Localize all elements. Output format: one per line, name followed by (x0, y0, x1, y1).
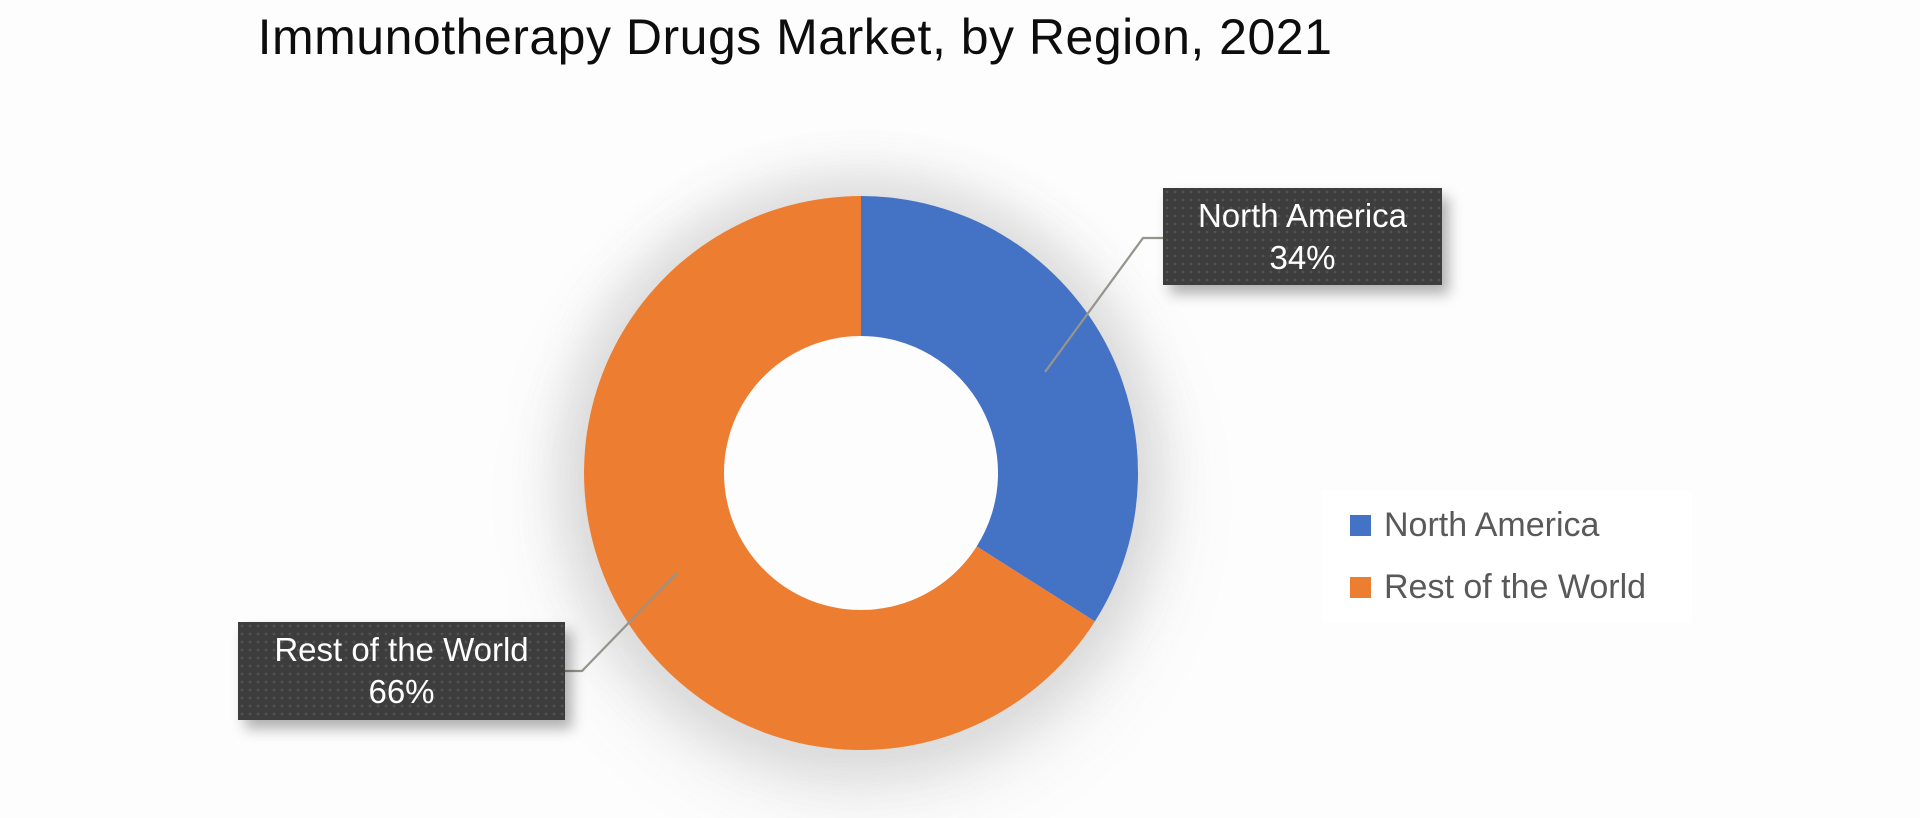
leader-line-rest-of-world (563, 572, 678, 673)
callout-north-america: North America 34% (1163, 188, 1442, 285)
callout-rest-of-world-value: 66% (368, 673, 435, 710)
callout-north-america-label: North America (1197, 196, 1408, 234)
callout-rest-of-world-label: Rest of the World (274, 631, 529, 668)
legend-label-north-america: North America (1384, 506, 1600, 544)
donut-slice-north-america (861, 196, 1139, 622)
callout-rest-of-world: Rest of the World 66% (238, 622, 565, 720)
donut-slice-rest-of-the-world (584, 196, 1095, 751)
legend-item-rest-of-world: Rest of the World (1350, 568, 1692, 607)
chart-title: Immunotherapy Drugs Market, by Region, 2… (257, 9, 1333, 65)
legend-swatch-north-america (1350, 515, 1371, 536)
donut-slices (584, 196, 1139, 751)
leader-line-north-america (1044, 236, 1163, 373)
legend-label-rest-of-world: Rest of the World (1384, 568, 1647, 606)
legend-item-north-america: North America (1350, 506, 1692, 545)
callout-north-america-value: 34% (1269, 238, 1336, 276)
legend: North America Rest of the World (1322, 490, 1692, 623)
legend-swatch-rest-of-world (1350, 577, 1371, 598)
